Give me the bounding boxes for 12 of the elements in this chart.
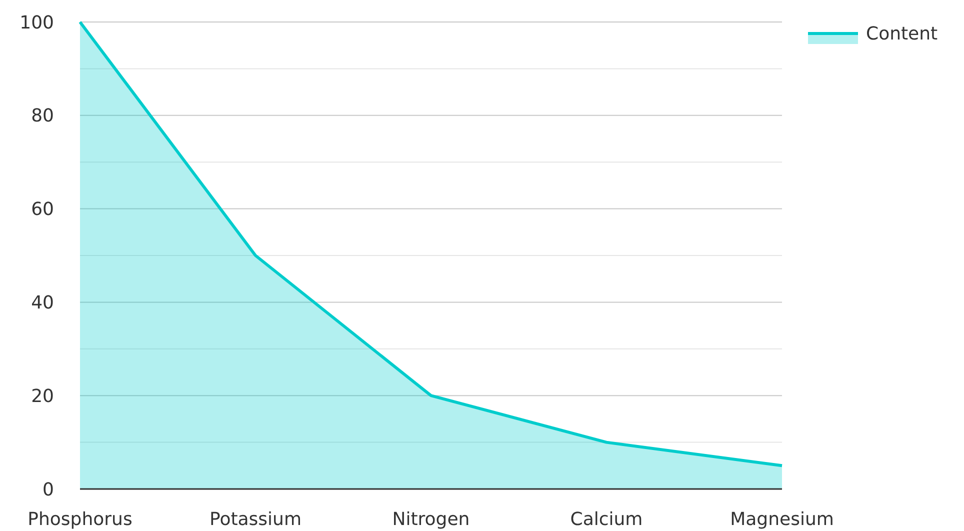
y-tick-label: 20 [31,386,54,407]
x-tick-label: Phosphorus [28,509,132,530]
x-tick-label: Potassium [209,509,302,530]
y-tick-label: 40 [31,292,54,314]
y-tick-label: 0 [42,479,54,500]
y-tick-label: 80 [31,106,54,127]
x-tick-label: Calcium [570,509,643,530]
x-tick-label: Nitrogen [392,509,470,530]
legend-label: Content [866,23,938,44]
y-tick-label: 60 [31,199,54,220]
x-tick-label: Magnesium [730,509,834,530]
y-tick-label: 100 [20,12,54,34]
